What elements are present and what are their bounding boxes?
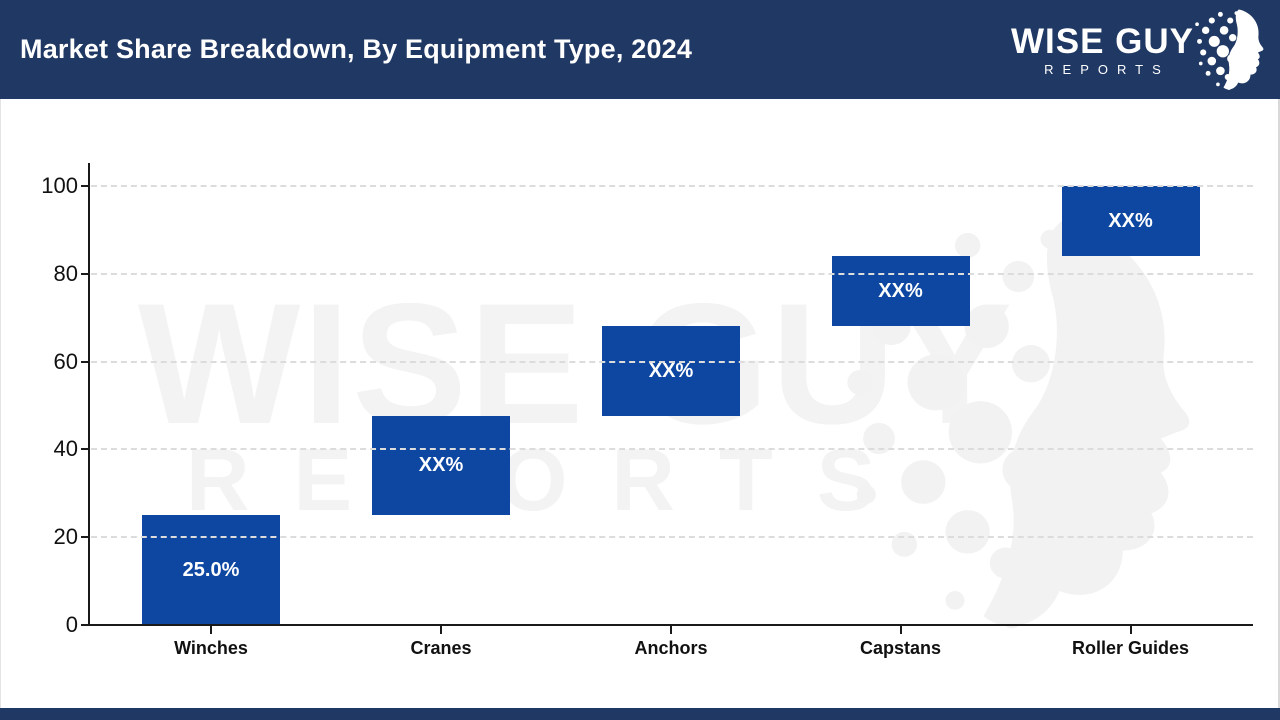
y-tick-label: 20 bbox=[53, 524, 78, 550]
wiseguy-logo: WISE GUY REPORTS bbox=[1011, 7, 1280, 93]
x-axis-line bbox=[88, 624, 1253, 626]
y-axis-line bbox=[88, 163, 90, 626]
y-tick-label: 60 bbox=[53, 348, 78, 374]
x-tick-mark bbox=[1129, 626, 1132, 634]
y-tick-mark bbox=[81, 272, 89, 275]
head-profile-icon bbox=[1195, 8, 1264, 90]
x-tick-mark bbox=[899, 626, 902, 634]
gridline bbox=[91, 360, 1253, 363]
bar-value-label: XX% bbox=[648, 359, 694, 382]
y-tick-mark bbox=[81, 185, 89, 187]
y-tick-label: 0 bbox=[65, 612, 78, 637]
bar-value-label: 25.0% bbox=[182, 558, 240, 581]
gridline bbox=[91, 536, 1253, 539]
y-tick-label: 40 bbox=[53, 436, 78, 462]
x-axis-category-label: Cranes bbox=[410, 638, 472, 658]
y-tick-mark bbox=[81, 448, 89, 451]
bar-cranes: XX% bbox=[372, 416, 510, 516]
bar-value-label: XX% bbox=[878, 279, 923, 302]
footer-bar bbox=[0, 708, 1280, 720]
x-axis-category-label: Winches bbox=[174, 638, 248, 658]
bar-value-label: XX% bbox=[1108, 209, 1153, 232]
gridline bbox=[91, 448, 1253, 451]
gridline bbox=[91, 185, 1253, 187]
y-tick-mark bbox=[81, 360, 89, 363]
page-title: Market Share Breakdown, By Equipment Typ… bbox=[20, 34, 693, 64]
bar-value-label: XX% bbox=[418, 454, 464, 477]
x-axis-category-label: Roller Guides bbox=[1071, 638, 1190, 658]
y-tick-mark bbox=[81, 536, 89, 539]
gridline bbox=[91, 272, 1253, 275]
y-tick-label: 100 bbox=[41, 173, 78, 198]
header-bar: Market Share Breakdown, By Equipment Typ… bbox=[0, 0, 1280, 99]
logo-brand-sub: REPORTS bbox=[1044, 61, 1170, 77]
bar-winches: 25.0% bbox=[142, 515, 280, 625]
x-axis-category-label: Anchors bbox=[634, 638, 708, 658]
bar-roller-guides: XX% bbox=[1061, 186, 1200, 257]
x-axis-category-label: Capstans bbox=[859, 638, 942, 658]
x-tick-mark bbox=[210, 626, 212, 634]
logo-brand-name: WISE GUY bbox=[1010, 21, 1194, 61]
bar-anchors: XX% bbox=[602, 326, 740, 417]
bar-capstans: XX% bbox=[831, 256, 970, 327]
y-tick-mark bbox=[81, 624, 89, 626]
frame-edge-right bbox=[1278, 99, 1280, 720]
x-tick-mark bbox=[440, 626, 442, 634]
x-tick-mark bbox=[670, 626, 672, 634]
y-tick-label: 80 bbox=[53, 260, 78, 286]
wiseguy-logo-text: WISE GUY REPORTS bbox=[1011, 24, 1194, 76]
frame-edge-left bbox=[0, 99, 1, 720]
